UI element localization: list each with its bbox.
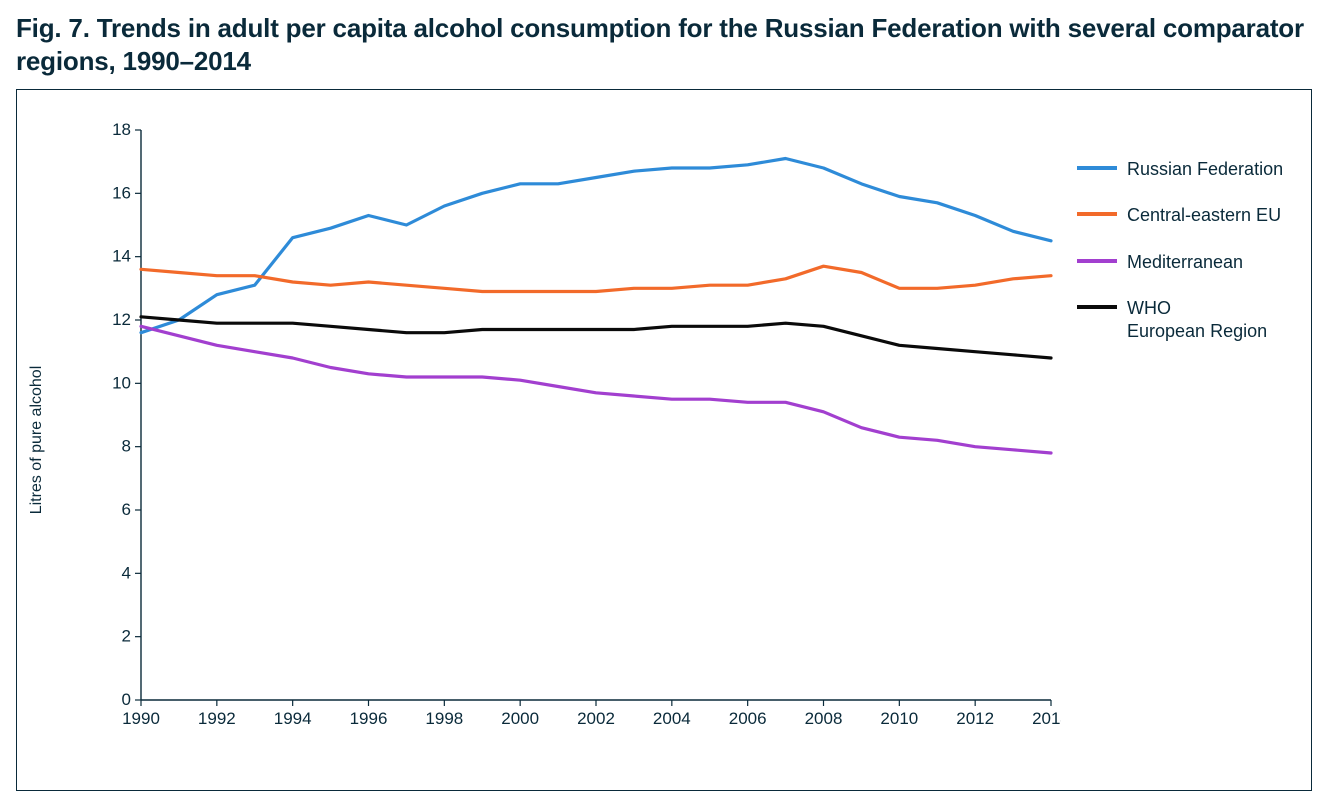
svg-text:1996: 1996 (350, 709, 388, 728)
svg-text:16: 16 (112, 183, 131, 202)
svg-text:1992: 1992 (198, 709, 236, 728)
svg-text:2: 2 (122, 626, 131, 645)
svg-text:12: 12 (112, 310, 131, 329)
svg-text:0: 0 (122, 690, 131, 709)
svg-text:2008: 2008 (805, 709, 843, 728)
chart-frame: Litres of pure alcohol 0 2 4 6 8 10 12 14 16 18 19… (16, 89, 1312, 791)
legend-item-central_eastern_eu: Central-eastern EU (1077, 204, 1313, 227)
legend-label: Central-eastern EU (1127, 204, 1281, 227)
svg-text:2002: 2002 (577, 709, 615, 728)
line-chart-svg: 0 2 4 6 8 10 12 14 16 18 1990 1992 1994 1996 1998 2000 2… (101, 120, 1061, 740)
svg-text:2006: 2006 (729, 709, 767, 728)
legend-label: WHOEuropean Region (1127, 297, 1267, 342)
legend-swatch (1077, 305, 1117, 309)
legend-item-who_european_region: WHOEuropean Region (1077, 297, 1313, 342)
svg-text:18: 18 (112, 120, 131, 139)
svg-text:2012: 2012 (956, 709, 994, 728)
svg-text:14: 14 (112, 246, 131, 265)
svg-text:1990: 1990 (122, 709, 160, 728)
plot-area: 0 2 4 6 8 10 12 14 16 18 1990 1992 1994 1996 1998 2000 2… (101, 120, 1061, 740)
series-line-russian_federation (141, 158, 1051, 332)
legend-label: Russian Federation (1127, 158, 1283, 181)
figure-title: Fig. 7. Trends in adult per capita alcoh… (16, 12, 1316, 79)
svg-text:2000: 2000 (501, 709, 539, 728)
svg-text:2010: 2010 (880, 709, 918, 728)
svg-text:2014: 2014 (1032, 709, 1061, 728)
legend-label: Mediterranean (1127, 251, 1243, 274)
y-axis-label: Litres of pure alcohol (28, 365, 46, 514)
legend-item-russian_federation: Russian Federation (1077, 158, 1313, 181)
svg-text:1998: 1998 (425, 709, 463, 728)
svg-text:4: 4 (122, 563, 131, 582)
series-line-who_european_region (141, 316, 1051, 357)
series-line-central_eastern_eu (141, 266, 1051, 291)
legend-swatch (1077, 166, 1117, 170)
legend-swatch (1077, 259, 1117, 263)
legend: Russian Federation Central-eastern EU Medi… (1077, 158, 1313, 367)
svg-text:10: 10 (112, 373, 131, 392)
legend-item-mediterranean: Mediterranean (1077, 251, 1313, 274)
svg-text:8: 8 (122, 436, 131, 455)
svg-text:6: 6 (122, 500, 131, 519)
svg-text:2004: 2004 (653, 709, 691, 728)
figure-page: Fig. 7. Trends in adult per capita alcoh… (0, 0, 1332, 808)
legend-swatch (1077, 212, 1117, 216)
svg-text:1994: 1994 (274, 709, 312, 728)
